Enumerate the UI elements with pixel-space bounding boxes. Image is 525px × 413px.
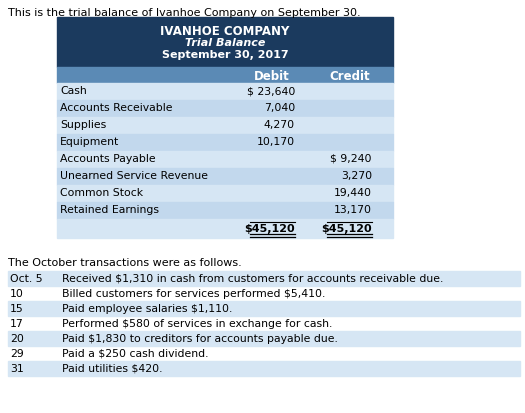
Bar xyxy=(57,169,393,185)
Text: Retained Earnings: Retained Earnings xyxy=(60,204,159,214)
Text: Accounts Receivable: Accounts Receivable xyxy=(60,103,173,113)
Bar xyxy=(57,135,393,152)
Text: Unearned Service Revenue: Unearned Service Revenue xyxy=(60,171,208,180)
Text: 15: 15 xyxy=(10,303,24,313)
Text: September 30, 2017: September 30, 2017 xyxy=(162,50,288,60)
Bar xyxy=(57,202,393,219)
Bar xyxy=(8,301,520,316)
Text: Equipment: Equipment xyxy=(60,137,119,147)
Text: 3,270: 3,270 xyxy=(341,171,372,180)
Text: Debit: Debit xyxy=(254,70,290,83)
Bar xyxy=(8,271,520,286)
Text: Performed $580 of services in exchange for cash.: Performed $580 of services in exchange f… xyxy=(62,318,332,328)
Text: Paid utilities $420.: Paid utilities $420. xyxy=(62,363,163,373)
Text: 17: 17 xyxy=(10,318,24,328)
Text: Received $1,310 in cash from customers for accounts receivable due.: Received $1,310 in cash from customers f… xyxy=(62,273,444,283)
Text: Billed customers for services performed $5,410.: Billed customers for services performed … xyxy=(62,288,326,298)
Bar xyxy=(57,118,393,135)
Text: 4,270: 4,270 xyxy=(264,120,295,130)
Bar xyxy=(57,68,393,84)
Bar xyxy=(57,101,393,118)
Text: 7,040: 7,040 xyxy=(264,103,295,113)
Text: 13,170: 13,170 xyxy=(334,204,372,214)
Text: This is the trial balance of Ivanhoe Company on September 30.: This is the trial balance of Ivanhoe Com… xyxy=(8,8,361,18)
Text: $ 9,240: $ 9,240 xyxy=(331,154,372,164)
Bar xyxy=(57,84,393,101)
Bar xyxy=(57,185,393,202)
Text: 29: 29 xyxy=(10,348,24,358)
Bar xyxy=(8,361,520,376)
Text: Paid a $250 cash dividend.: Paid a $250 cash dividend. xyxy=(62,348,208,358)
Text: 20: 20 xyxy=(10,333,24,343)
Text: Cash: Cash xyxy=(60,86,87,96)
Bar xyxy=(57,18,393,68)
Text: Oct. 5: Oct. 5 xyxy=(10,273,43,283)
Text: IVANHOE COMPANY: IVANHOE COMPANY xyxy=(160,25,290,38)
Bar xyxy=(57,152,393,169)
Text: Paid $1,830 to creditors for accounts payable due.: Paid $1,830 to creditors for accounts pa… xyxy=(62,333,338,343)
Text: Supplies: Supplies xyxy=(60,120,106,130)
Bar xyxy=(57,219,393,238)
Text: Accounts Payable: Accounts Payable xyxy=(60,154,155,164)
Text: $ 23,640: $ 23,640 xyxy=(247,86,295,96)
Bar xyxy=(8,331,520,346)
Text: Trial Balance: Trial Balance xyxy=(185,38,265,48)
Text: Paid employee salaries $1,110.: Paid employee salaries $1,110. xyxy=(62,303,233,313)
Text: $45,120: $45,120 xyxy=(244,223,295,233)
Text: Common Stock: Common Stock xyxy=(60,188,143,197)
Text: 19,440: 19,440 xyxy=(334,188,372,197)
Text: 31: 31 xyxy=(10,363,24,373)
Text: $45,120: $45,120 xyxy=(321,223,372,233)
Text: The October transactions were as follows.: The October transactions were as follows… xyxy=(8,257,242,267)
Text: Credit: Credit xyxy=(330,70,370,83)
Text: 10: 10 xyxy=(10,288,24,298)
Text: 10,170: 10,170 xyxy=(257,137,295,147)
